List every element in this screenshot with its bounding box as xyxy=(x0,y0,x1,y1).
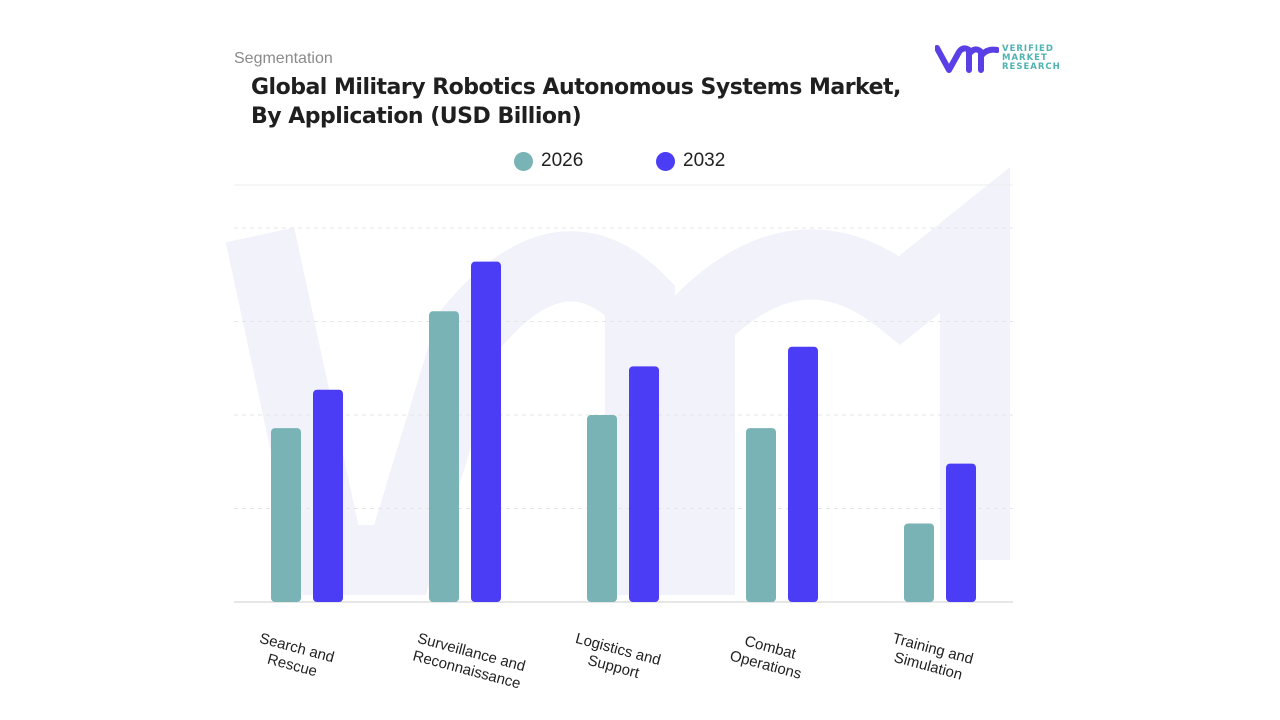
legend-item-2032: 2032 xyxy=(656,150,725,172)
bar-2032-4 xyxy=(946,463,976,602)
bar-2032-1 xyxy=(471,261,501,602)
logo-text: VERIFIED MARKET RESEARCH xyxy=(1002,44,1061,72)
legend-item-2026: 2026 xyxy=(514,150,583,172)
watermark-icon xyxy=(225,167,1010,595)
chart-title: Global Military Robotics Autonomous Syst… xyxy=(251,73,901,131)
title-line-1: Global Military Robotics Autonomous Syst… xyxy=(251,75,901,100)
bar-2026-2 xyxy=(587,415,617,602)
bar-2026-1 xyxy=(429,311,459,602)
legend-swatch-2026 xyxy=(514,151,533,171)
legend-label-2026: 2026 xyxy=(541,150,584,171)
bar-2032-2 xyxy=(629,366,659,602)
vmr-logo-icon xyxy=(935,45,999,73)
legend-swatch-2032 xyxy=(656,151,675,171)
title-line-2: By Application (USD Billion) xyxy=(251,104,582,129)
bar-2032-0 xyxy=(313,389,343,602)
bar-2026-0 xyxy=(271,428,301,602)
bar-2032-3 xyxy=(788,346,818,602)
segmentation-label: Segmentation xyxy=(234,50,333,67)
legend-label-2032: 2032 xyxy=(683,150,726,171)
bar-2026-4 xyxy=(904,523,934,602)
bar-2026-3 xyxy=(746,428,776,602)
